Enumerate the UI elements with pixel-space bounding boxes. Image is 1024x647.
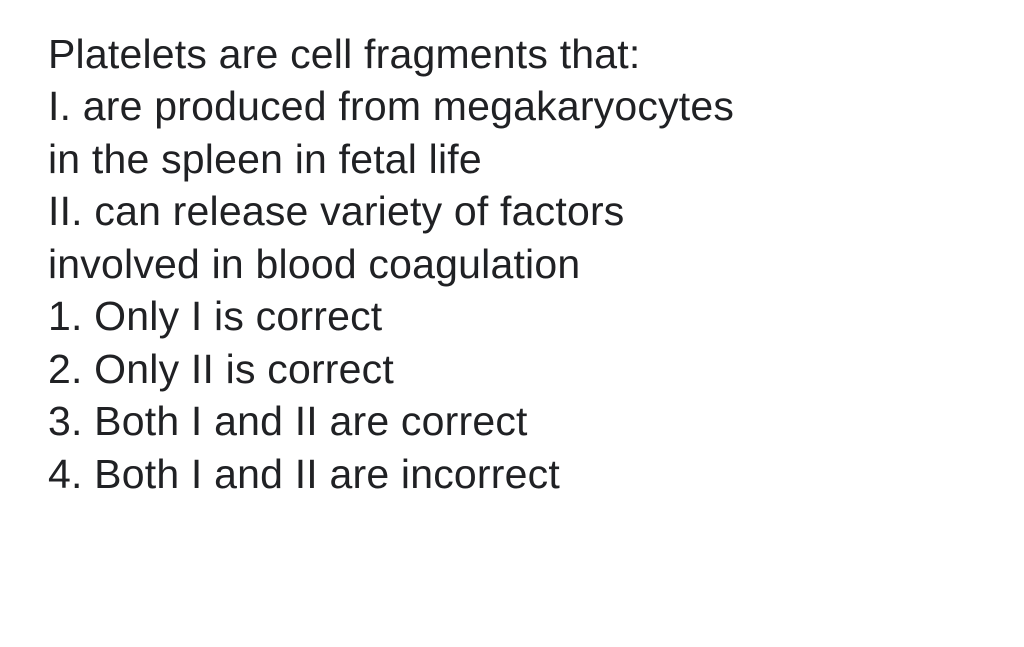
statement-1-line-2: in the spleen in fetal life: [48, 133, 984, 185]
statement-2-line-1: II. can release variety of factors: [48, 185, 984, 237]
statement-2-line-2: involved in blood coagulation: [48, 238, 984, 290]
option-3: 3. Both I and II are correct: [48, 395, 984, 447]
question-stem: Platelets are cell fragments that:: [48, 28, 984, 80]
question-block: Platelets are cell fragments that: I. ar…: [0, 0, 1024, 500]
option-4: 4. Both I and II are incorrect: [48, 448, 984, 500]
option-1: 1. Only I is correct: [48, 290, 984, 342]
option-2: 2. Only II is correct: [48, 343, 984, 395]
statement-1-line-1: I. are produced from megakaryocytes: [48, 80, 984, 132]
